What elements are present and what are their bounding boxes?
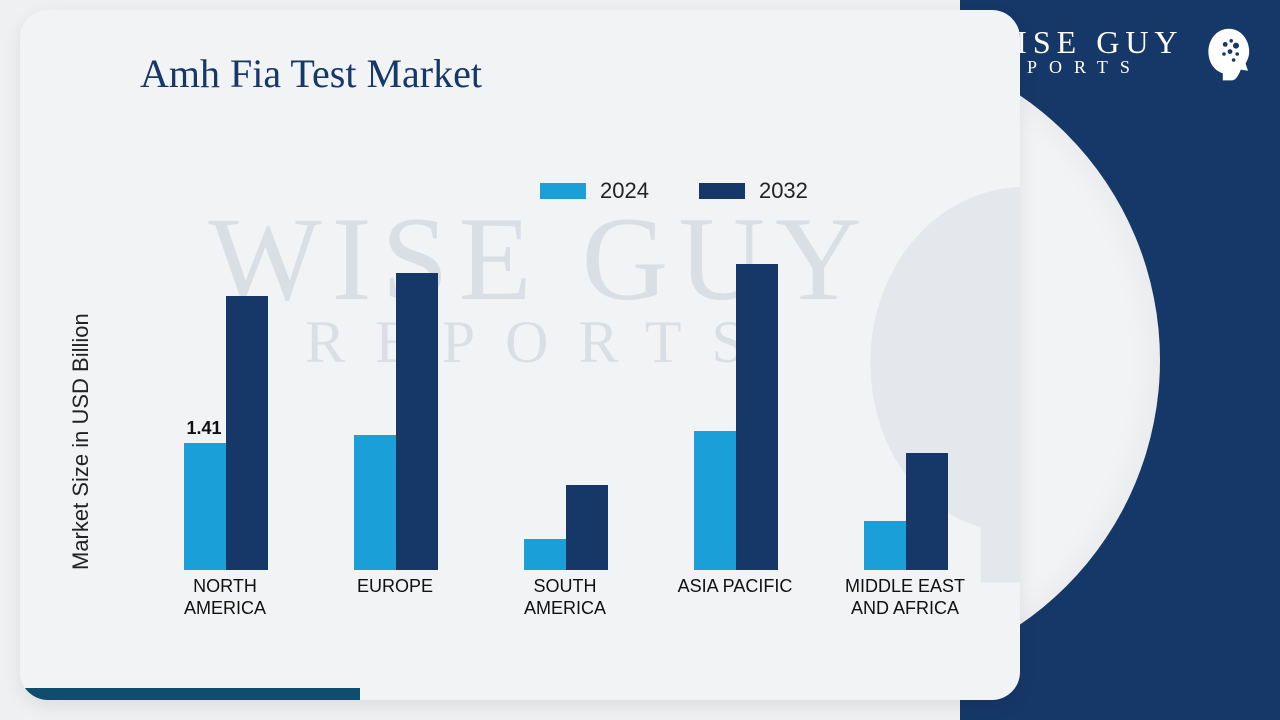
legend-item-2024: 2024	[540, 178, 649, 204]
brand-head-icon	[1194, 24, 1254, 84]
plot-area: 1.41NORTH AMERICAEUROPESOUTH AMERICAASIA…	[140, 210, 970, 570]
bar-value-label: 1.41	[174, 418, 234, 439]
bar-2032	[906, 453, 948, 570]
legend-label: 2032	[759, 178, 808, 204]
category-label: NORTH AMERICA	[155, 576, 295, 619]
category-label: SOUTH AMERICA	[495, 576, 635, 619]
legend-item-2032: 2032	[699, 178, 808, 204]
chart-card: WISE GUY REPORTS Amh Fia Test Market 202…	[20, 10, 1020, 700]
category-label: ASIA PACIFIC	[665, 576, 805, 598]
bar-2024	[354, 435, 396, 570]
legend-swatch	[540, 183, 586, 199]
category-label: EUROPE	[325, 576, 465, 598]
legend: 2024 2032	[540, 178, 808, 204]
legend-swatch	[699, 183, 745, 199]
bar-2024	[864, 521, 906, 571]
bar-2032	[396, 273, 438, 570]
y-axis-label: Market Size in USD Billion	[68, 313, 94, 570]
accent-bar	[20, 688, 360, 700]
bar-2032	[736, 264, 778, 570]
bar-2024	[694, 431, 736, 571]
bar-2024	[184, 443, 226, 570]
chart-title: Amh Fia Test Market	[140, 50, 482, 97]
bar-2032	[566, 485, 608, 571]
bar-2024	[524, 539, 566, 571]
category-label: MIDDLE EAST AND AFRICA	[835, 576, 975, 619]
brand-logo: WISE GUY REPORTS	[980, 24, 1260, 84]
legend-label: 2024	[600, 178, 649, 204]
